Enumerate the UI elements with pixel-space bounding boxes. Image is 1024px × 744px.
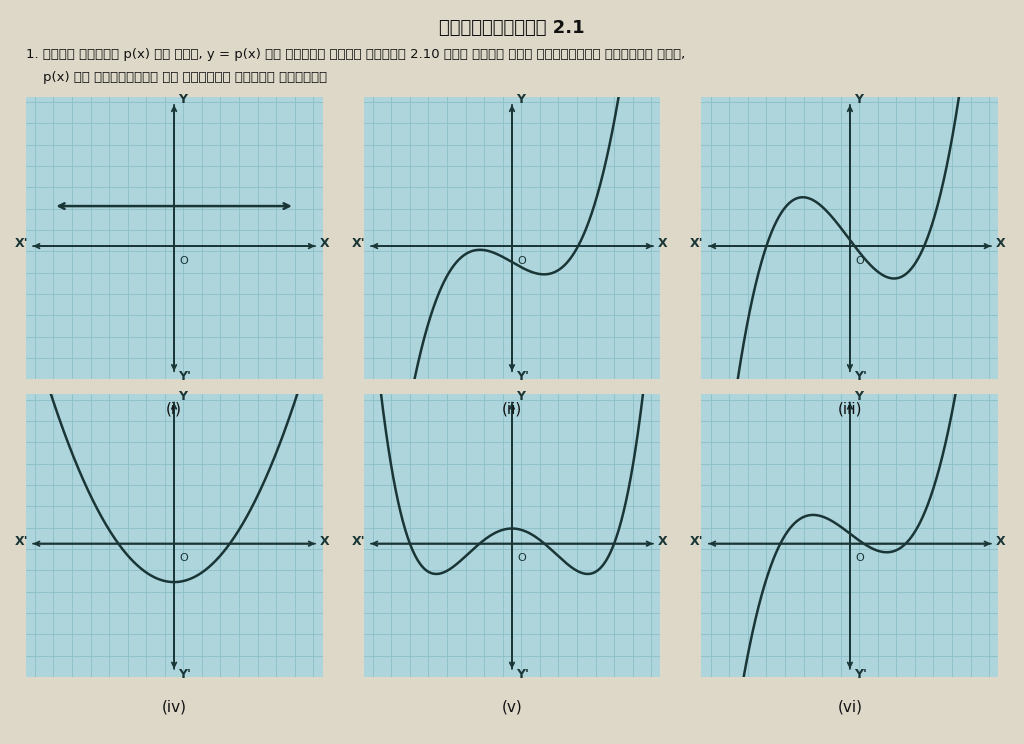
Text: (ii): (ii) bbox=[502, 402, 522, 417]
Text: Y': Y' bbox=[178, 668, 190, 681]
Text: O: O bbox=[517, 554, 526, 563]
Text: (i): (i) bbox=[166, 402, 182, 417]
Text: Y': Y' bbox=[178, 371, 190, 383]
Text: X: X bbox=[658, 534, 668, 548]
Text: Y: Y bbox=[854, 391, 862, 403]
Text: Y: Y bbox=[854, 93, 862, 106]
Text: X: X bbox=[996, 237, 1006, 250]
Text: Y': Y' bbox=[854, 371, 866, 383]
Text: X: X bbox=[321, 237, 330, 250]
Text: Y': Y' bbox=[854, 668, 866, 681]
Text: Y: Y bbox=[178, 391, 186, 403]
Text: O: O bbox=[517, 256, 526, 266]
Text: (v): (v) bbox=[502, 699, 522, 714]
Text: Y': Y' bbox=[516, 668, 528, 681]
Text: X': X' bbox=[14, 237, 28, 250]
Text: X': X' bbox=[690, 534, 703, 548]
Text: X': X' bbox=[690, 237, 703, 250]
Text: O: O bbox=[855, 256, 864, 266]
Text: X': X' bbox=[352, 534, 366, 548]
Text: X: X bbox=[321, 534, 330, 548]
Text: Y: Y bbox=[516, 391, 524, 403]
Text: O: O bbox=[179, 256, 188, 266]
Text: Y: Y bbox=[178, 93, 186, 106]
Text: X': X' bbox=[14, 534, 28, 548]
Text: X: X bbox=[996, 534, 1006, 548]
Text: O: O bbox=[179, 554, 188, 563]
Text: Y: Y bbox=[516, 93, 524, 106]
Text: p(x) के शून्यकों की संख्या ज्ञात कीजिए।: p(x) के शून्यकों की संख्या ज्ञात कीजिए। bbox=[26, 71, 327, 83]
Text: प्रश्नावली 2.1: प्रश्नावली 2.1 bbox=[439, 19, 585, 36]
Text: (vi): (vi) bbox=[838, 699, 862, 714]
Text: (iv): (iv) bbox=[162, 699, 186, 714]
Text: (iii): (iii) bbox=[838, 402, 862, 417]
Text: Y': Y' bbox=[516, 371, 528, 383]
Text: O: O bbox=[855, 554, 864, 563]
Text: X': X' bbox=[352, 237, 366, 250]
Text: X: X bbox=[658, 237, 668, 250]
Text: 1. किसी बहुपद p(x) के लिए, y = p(x) का ग्राफ नीचे आकृति 2.10 में दिया है। प्रत्य: 1. किसी बहुपद p(x) के लिए, y = p(x) का ग… bbox=[26, 48, 685, 61]
